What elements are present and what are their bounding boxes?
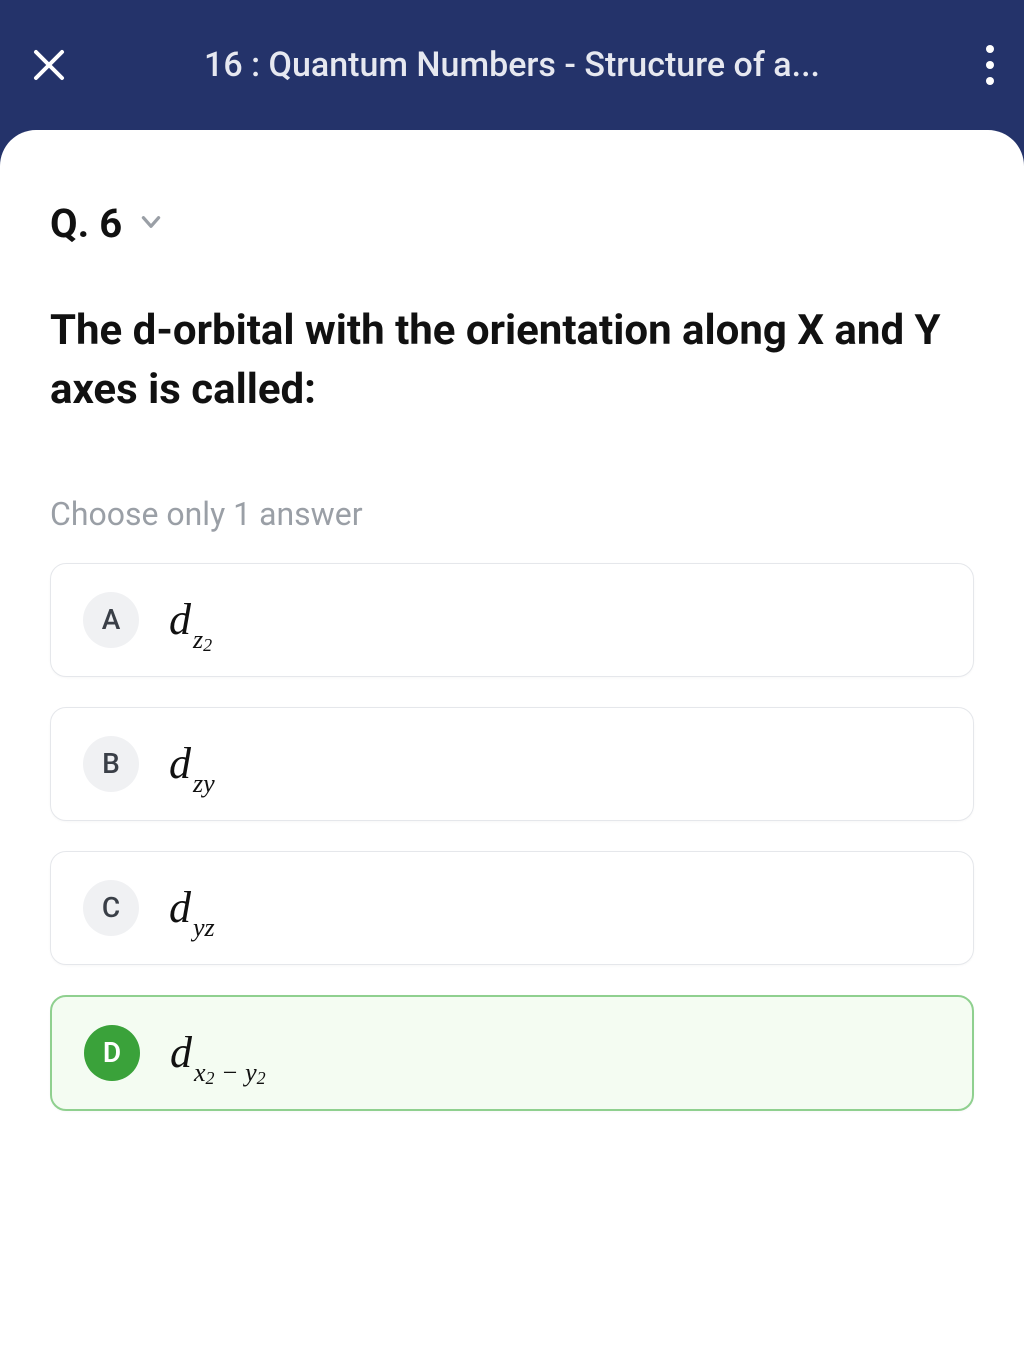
chevron-down-icon: [138, 209, 164, 239]
question-text: The d-orbital with the orientation along…: [50, 302, 974, 420]
option-d[interactable]: D d x2 − y2: [50, 995, 974, 1111]
answer-hint: Choose only 1 answer: [50, 495, 974, 533]
option-d-answer: d x2 − y2: [170, 1027, 266, 1078]
option-c-answer: d yz: [169, 882, 215, 933]
option-b[interactable]: B d zy: [50, 707, 974, 821]
option-c-badge: C: [83, 880, 139, 936]
option-c[interactable]: C d yz: [50, 851, 974, 965]
question-number: 6: [99, 200, 122, 247]
app-header: 16 : Quantum Numbers - Structure of a...: [0, 0, 1024, 130]
question-card: Q. 6 The d-orbital with the orientation …: [0, 130, 1024, 1369]
more-menu-button[interactable]: [934, 41, 994, 89]
option-b-answer: d zy: [169, 738, 215, 789]
option-d-badge: D: [84, 1025, 140, 1081]
more-icon: [986, 41, 994, 89]
option-b-badge: B: [83, 736, 139, 792]
option-a-badge: A: [83, 592, 139, 648]
question-label: Q.: [50, 200, 89, 247]
page-title: 16 : Quantum Numbers - Structure of a...: [90, 45, 934, 85]
close-icon[interactable]: [30, 46, 90, 84]
option-a[interactable]: A d z2: [50, 563, 974, 677]
question-number-row[interactable]: Q. 6: [50, 200, 974, 247]
option-a-answer: d z2: [169, 594, 212, 645]
